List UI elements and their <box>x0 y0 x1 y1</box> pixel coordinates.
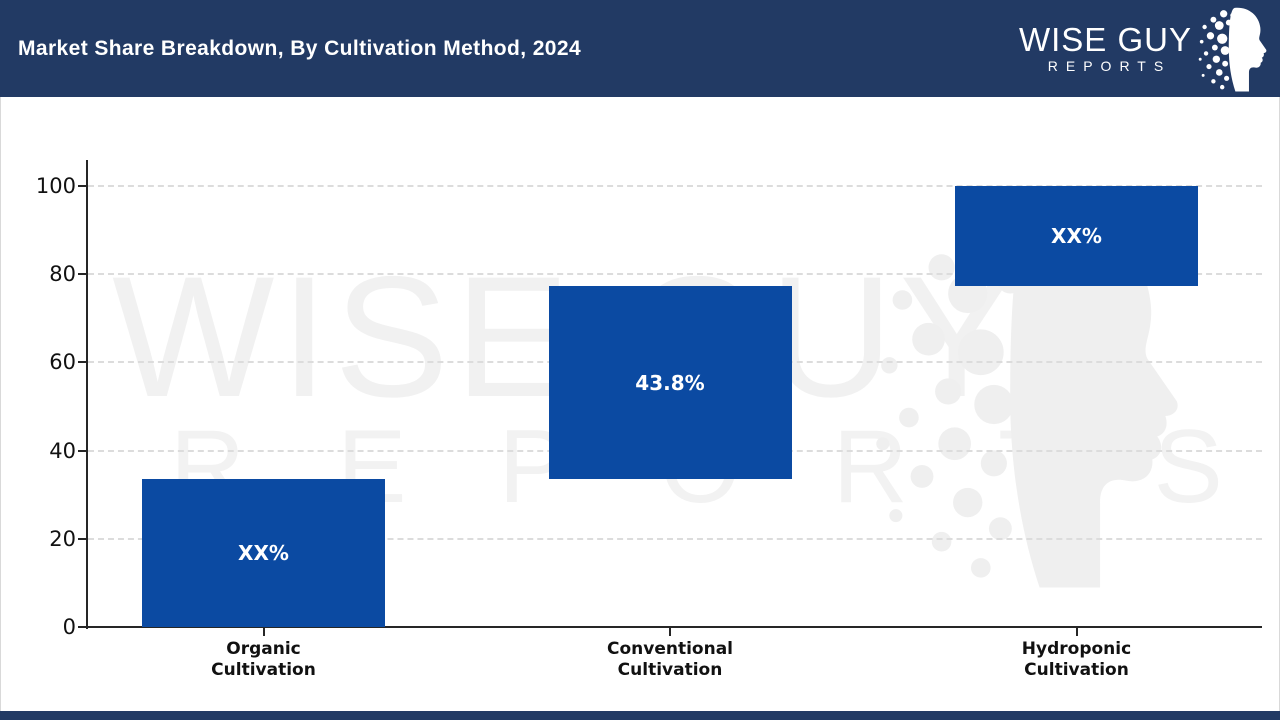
wise-guy-reports-logo: WISE GUY REPORTS <box>1019 4 1268 94</box>
y-axis-tick-label: 20 <box>49 526 76 551</box>
y-axis-tick-mark <box>78 626 86 628</box>
x-axis-category-label: Conventional Cultivation <box>606 639 733 680</box>
gridline-80 <box>88 273 1262 276</box>
logo-brand-name: WISE GUY <box>1018 21 1192 58</box>
x-axis-tick-mark <box>262 628 265 636</box>
face-profile-dots-icon <box>1198 7 1267 92</box>
logo-text: WISE GUY REPORTS <box>1019 23 1192 75</box>
y-axis-tick-mark <box>78 273 86 276</box>
y-axis-tick-label: 100 <box>35 174 76 198</box>
y-axis-tick-label: 0 <box>62 615 76 639</box>
bar-segment: 43.8% <box>548 286 792 480</box>
bar-value-label: 43.8% <box>635 370 705 395</box>
footer-band <box>0 711 1280 720</box>
y-axis-line <box>86 160 88 629</box>
chart-title: Market Share Breakdown, By Cultivation M… <box>18 37 582 60</box>
y-axis-tick-label: 60 <box>49 350 76 375</box>
x-axis-category-label: Organic Cultivation <box>211 639 316 680</box>
gridline-100 <box>88 185 1262 187</box>
logo-reports-label: REPORTS <box>1047 58 1172 74</box>
header-band: Market Share Breakdown, By Cultivation M… <box>0 0 1280 97</box>
bar-segment: XX% <box>955 186 1198 287</box>
bar-value-label: XX% <box>238 541 289 566</box>
y-axis-tick-label: 80 <box>49 262 76 287</box>
y-axis-tick-mark <box>78 185 86 187</box>
y-axis-tick-mark <box>78 361 86 364</box>
bar-segment: XX% <box>142 479 385 627</box>
y-axis-tick-mark <box>78 537 86 540</box>
gridline-20 <box>88 537 1262 540</box>
y-axis-tick-label: 40 <box>49 438 76 463</box>
x-axis-category-label: Hydroponic Cultivation <box>1021 639 1132 680</box>
y-axis-tick-mark <box>78 449 86 452</box>
x-axis-line <box>86 626 1262 628</box>
x-axis-tick-mark <box>1075 628 1078 636</box>
bar-value-label: XX% <box>1051 224 1102 249</box>
x-axis-tick-mark <box>669 628 671 636</box>
